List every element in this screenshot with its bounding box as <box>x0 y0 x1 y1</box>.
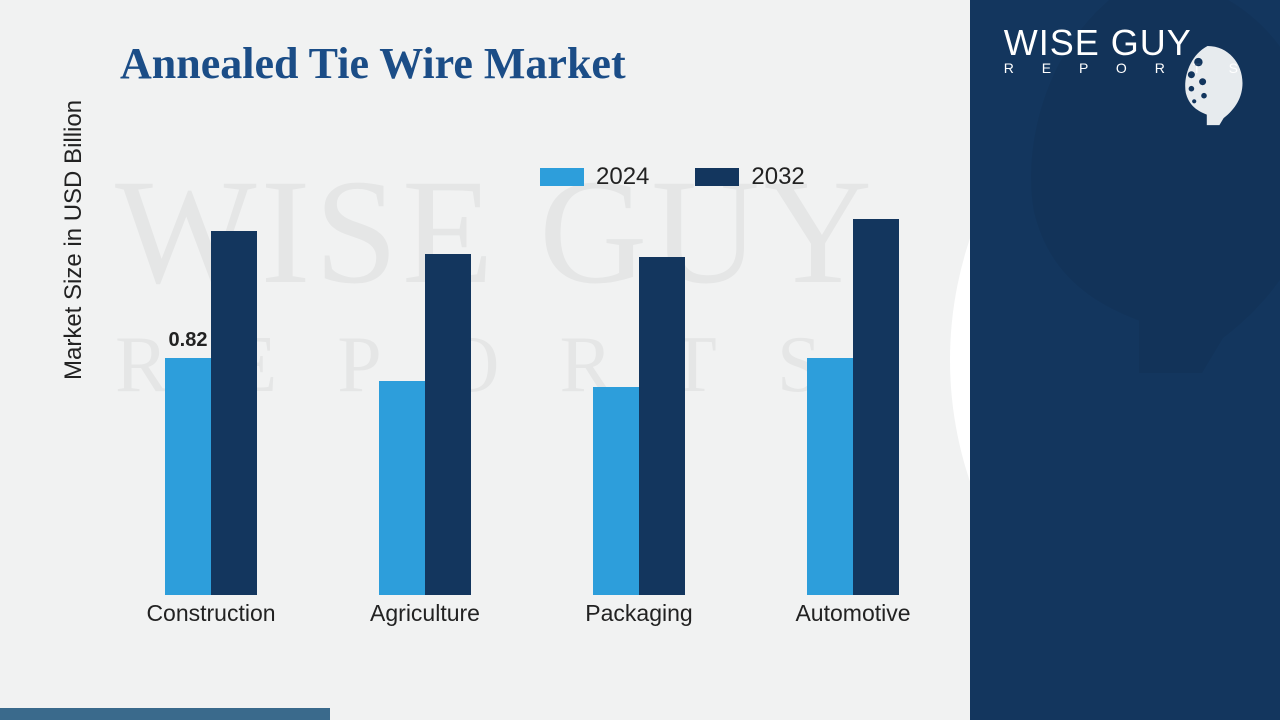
bar-2024 <box>807 358 853 595</box>
y-axis-label: Market Size in USD Billion <box>60 100 88 380</box>
decorative-bottom-strip <box>0 708 330 720</box>
bar-2024 <box>165 358 211 595</box>
bar-2032 <box>639 257 685 595</box>
legend-swatch-2024 <box>540 168 584 186</box>
chart-plot-area: 0.82 ConstructionAgriculturePackagingAut… <box>115 190 935 620</box>
chart-legend: 2024 2032 <box>540 163 805 191</box>
category-label: Construction <box>131 600 291 626</box>
bar-2032 <box>853 219 899 595</box>
bar-plot: 0.82 <box>115 190 935 595</box>
legend-label-2024: 2024 <box>596 163 649 191</box>
legend-label-2032: 2032 <box>751 163 804 191</box>
bar-2024 <box>379 381 425 595</box>
brand-logo: WISE GUY R E P O R T S <box>1004 22 1250 76</box>
category-label: Agriculture <box>345 600 505 626</box>
bar-2032 <box>425 254 471 595</box>
category-label: Automotive <box>773 600 933 626</box>
category-label: Packaging <box>559 600 719 626</box>
brand-head-icon <box>1176 42 1246 127</box>
legend-item-2024: 2024 <box>540 163 649 191</box>
legend-item-2032: 2032 <box>695 163 804 191</box>
bar-2024 <box>593 387 639 595</box>
infographic-canvas: WISE GUY REPORTS Annealed Tie Wire Marke… <box>0 0 1280 720</box>
chart-title: Annealed Tie Wire Market <box>120 38 626 89</box>
bar-value-label: 0.82 <box>169 329 208 352</box>
legend-swatch-2032 <box>695 168 739 186</box>
bar-2032 <box>211 231 257 596</box>
